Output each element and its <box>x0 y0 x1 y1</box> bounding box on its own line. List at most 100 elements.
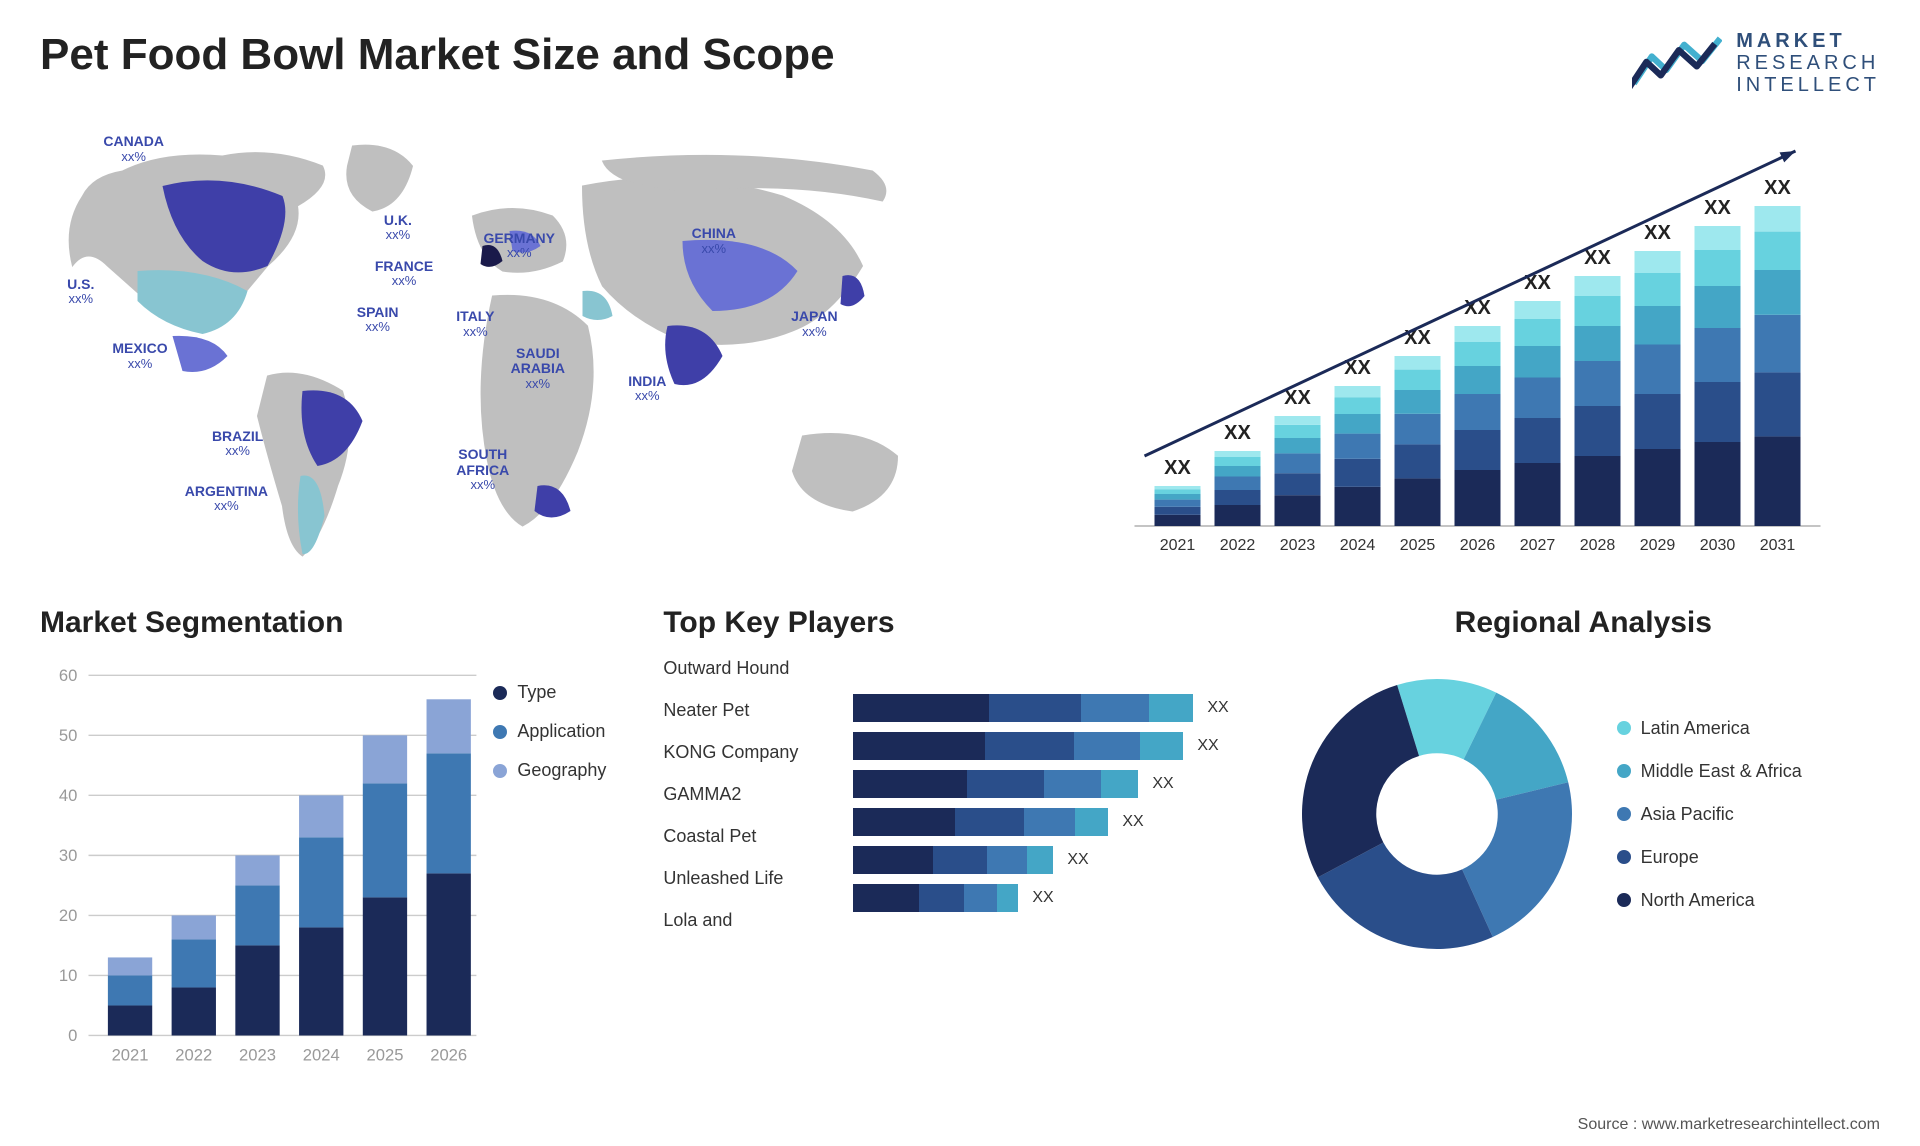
player-bar <box>853 884 1018 912</box>
svg-text:2023: 2023 <box>239 1045 276 1064</box>
legend-item: Application <box>493 721 633 742</box>
logo-line2: RESEARCH <box>1736 52 1880 74</box>
svg-text:20: 20 <box>59 906 77 925</box>
legend-item: Geography <box>493 760 633 781</box>
svg-text:2027: 2027 <box>1520 537 1556 554</box>
map-label-spain: SPAINxx% <box>357 305 399 335</box>
player-bar-row: XX <box>853 846 1256 874</box>
map-label-mexico: MEXICOxx% <box>112 341 167 371</box>
segmentation-chart: 0 10 20 30 40 50 60 2021 2022 2023 2024 2025 2026 <box>40 652 483 1073</box>
legend-item: North America <box>1617 890 1802 911</box>
legend-swatch-icon <box>493 764 507 778</box>
player-value: XX <box>1122 813 1143 831</box>
legend-swatch-icon <box>1617 721 1631 735</box>
map-label-germany: GERMANYxx% <box>483 231 555 261</box>
map-label-u-k-: U.K.xx% <box>384 213 412 243</box>
svg-text:2021: 2021 <box>112 1045 149 1064</box>
player-bar-row: XX <box>853 732 1256 760</box>
map-label-argentina: ARGENTINAxx% <box>185 484 268 514</box>
map-label-south-africa: SOUTHAFRICAxx% <box>456 447 509 492</box>
svg-text:XX: XX <box>1224 422 1251 444</box>
player-bar <box>853 846 1053 874</box>
players-names: Outward HoundNeater PetKONG CompanyGAMMA… <box>663 652 833 976</box>
logo-line3: INTELLECT <box>1736 74 1880 96</box>
svg-text:0: 0 <box>68 1026 77 1045</box>
map-label-japan: JAPANxx% <box>791 309 837 339</box>
svg-text:2021: 2021 <box>1160 537 1196 554</box>
svg-text:40: 40 <box>59 786 77 805</box>
svg-text:2022: 2022 <box>175 1045 212 1064</box>
player-name: KONG Company <box>663 736 833 768</box>
player-name: Neater Pet <box>663 694 833 726</box>
map-label-saudi-arabia: SAUDIARABIAxx% <box>511 346 565 391</box>
map-label-u-s-: U.S.xx% <box>67 277 94 307</box>
svg-text:XX: XX <box>1644 222 1671 244</box>
players-panel: Top Key Players Outward HoundNeater PetK… <box>663 606 1256 976</box>
regional-panel: Regional Analysis Latin America Middle Ea… <box>1287 606 1880 976</box>
svg-text:2031: 2031 <box>1760 537 1796 554</box>
player-name: Coastal Pet <box>663 820 833 852</box>
logo-mark-icon <box>1632 31 1722 96</box>
growth-chart: 2021XX2022XX2023XX2024XX2025XX2026XX2027… <box>975 116 1880 576</box>
svg-text:2029: 2029 <box>1640 537 1676 554</box>
map-label-india: INDIAxx% <box>628 374 666 404</box>
svg-text:2028: 2028 <box>1580 537 1616 554</box>
legend-swatch-icon <box>493 686 507 700</box>
section-title: Regional Analysis <box>1287 606 1880 640</box>
svg-text:2030: 2030 <box>1700 537 1736 554</box>
legend-label: Geography <box>517 760 606 781</box>
legend-swatch-icon <box>1617 893 1631 907</box>
legend-item: Latin America <box>1617 718 1802 739</box>
player-bar <box>853 808 1108 836</box>
svg-text:XX: XX <box>1584 247 1611 269</box>
player-bar <box>853 770 1138 798</box>
svg-text:30: 30 <box>59 846 77 865</box>
world-map-panel: CANADAxx%U.S.xx%MEXICOxx%BRAZILxx%ARGENT… <box>40 116 945 576</box>
player-bar <box>853 732 1183 760</box>
player-name: GAMMA2 <box>663 778 833 810</box>
legend-item: Middle East & Africa <box>1617 761 1802 782</box>
legend-swatch-icon <box>1617 807 1631 821</box>
svg-text:60: 60 <box>59 666 77 685</box>
section-title: Top Key Players <box>663 606 1256 640</box>
legend-swatch-icon <box>493 725 507 739</box>
svg-text:50: 50 <box>59 726 77 745</box>
legend-label: Europe <box>1641 847 1699 868</box>
source-line: Source : www.marketresearchintellect.com <box>1578 1116 1880 1134</box>
page-title: Pet Food Bowl Market Size and Scope <box>40 30 835 80</box>
svg-text:2024: 2024 <box>303 1045 340 1064</box>
logo-line1: MARKET <box>1736 30 1880 52</box>
legend-item: Asia Pacific <box>1617 804 1802 825</box>
player-value: XX <box>1067 851 1088 869</box>
map-label-italy: ITALYxx% <box>456 309 494 339</box>
map-label-china: CHINAxx% <box>692 226 736 256</box>
player-name: Unleashed Life <box>663 862 833 894</box>
svg-text:2026: 2026 <box>430 1045 467 1064</box>
player-value: XX <box>1152 775 1173 793</box>
legend-label: Latin America <box>1641 718 1750 739</box>
svg-text:2023: 2023 <box>1280 537 1316 554</box>
map-label-france: FRANCExx% <box>375 259 433 289</box>
world-map-icon <box>40 116 945 576</box>
svg-text:XX: XX <box>1704 197 1731 219</box>
player-bar-row: XX <box>853 884 1256 912</box>
svg-text:10: 10 <box>59 966 77 985</box>
segmentation-legend: Type Application Geography <box>483 652 633 1073</box>
player-bar-row: XX <box>853 694 1256 722</box>
svg-text:XX: XX <box>1764 177 1791 199</box>
svg-text:XX: XX <box>1404 327 1431 349</box>
player-bar <box>853 694 1193 722</box>
player-value: XX <box>1197 737 1218 755</box>
svg-text:XX: XX <box>1164 457 1191 479</box>
section-title: Market Segmentation <box>40 606 633 640</box>
legend-label: Application <box>517 721 605 742</box>
map-label-canada: CANADAxx% <box>103 134 164 164</box>
player-bar-row: XX <box>853 770 1256 798</box>
legend-label: Type <box>517 682 556 703</box>
svg-text:2024: 2024 <box>1340 537 1376 554</box>
legend-label: Middle East & Africa <box>1641 761 1802 782</box>
regional-legend: Latin America Middle East & Africa Asia Pa… <box>1617 718 1802 911</box>
players-bars: XX XX XX XX XX XX <box>853 652 1256 976</box>
svg-text:2025: 2025 <box>366 1045 403 1064</box>
svg-text:2025: 2025 <box>1400 537 1436 554</box>
